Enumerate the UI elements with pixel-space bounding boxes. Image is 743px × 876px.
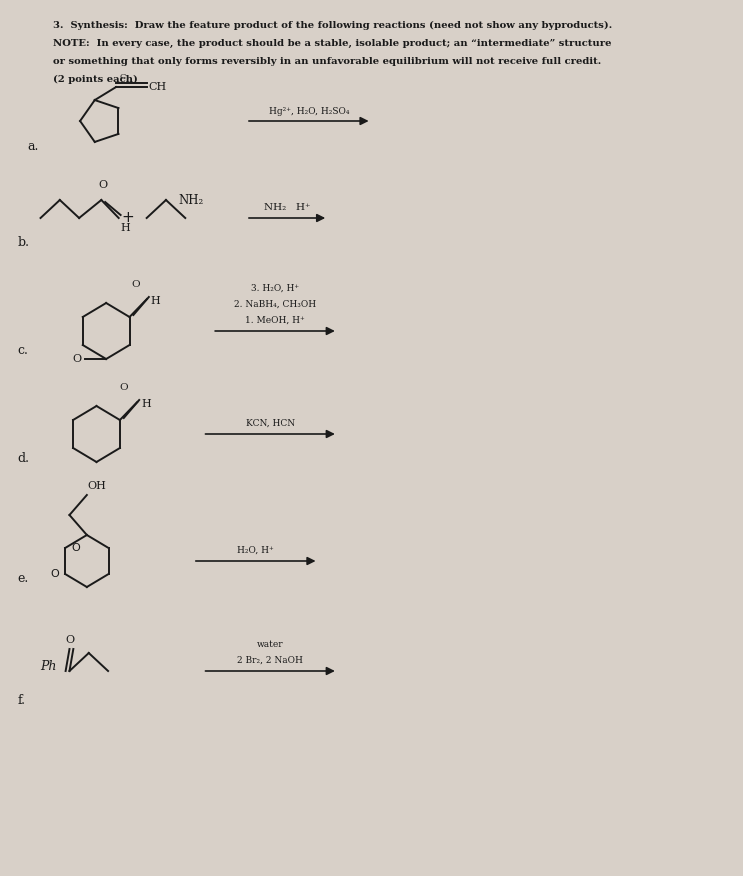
Text: O: O [65, 635, 74, 645]
Text: C: C [120, 73, 126, 81]
Text: OH: OH [88, 481, 107, 491]
Text: (2 points each): (2 points each) [53, 75, 138, 84]
Text: CH: CH [149, 82, 167, 92]
Text: H: H [141, 399, 151, 409]
Text: H: H [120, 223, 130, 233]
Text: d.: d. [17, 453, 30, 465]
Text: 1. MeOH, H⁺: 1. MeOH, H⁺ [245, 316, 305, 325]
Text: NH₂: NH₂ [178, 194, 204, 207]
Text: Hg²⁺, H₂O, H₂SO₄: Hg²⁺, H₂O, H₂SO₄ [268, 107, 349, 116]
Text: O: O [72, 354, 81, 364]
Text: H₂O, H⁺: H₂O, H⁺ [237, 546, 274, 555]
Text: H: H [151, 296, 160, 306]
Text: NH₂   H⁺: NH₂ H⁺ [264, 203, 311, 212]
Text: a.: a. [27, 139, 39, 152]
Text: e.: e. [17, 573, 29, 585]
Text: O: O [51, 569, 59, 579]
Text: O: O [120, 383, 128, 392]
Text: f.: f. [17, 695, 25, 708]
Text: or something that only forms reversibly in an unfavorable equilibrium will not r: or something that only forms reversibly … [53, 57, 601, 66]
Text: b.: b. [17, 237, 30, 250]
Text: Ph: Ph [41, 660, 57, 673]
Text: 2 Br₂, 2 NaOH: 2 Br₂, 2 NaOH [237, 656, 303, 665]
Text: 3. H₂O, H⁺: 3. H₂O, H⁺ [251, 284, 299, 293]
Text: NOTE:  In every case, the product should be a stable, isolable product; an “inte: NOTE: In every case, the product should … [53, 39, 611, 48]
Text: 2. NaBH₄, CH₃OH: 2. NaBH₄, CH₃OH [234, 300, 316, 309]
Text: O: O [131, 280, 140, 289]
Text: O: O [99, 180, 108, 190]
Text: O: O [71, 543, 80, 553]
Text: water: water [257, 640, 284, 649]
Text: 3.  Synthesis:  Draw the feature product of the following reactions (need not sh: 3. Synthesis: Draw the feature product o… [53, 21, 612, 30]
Text: c.: c. [17, 344, 28, 357]
Text: +: + [121, 210, 134, 225]
Text: KCN, HCN: KCN, HCN [246, 419, 295, 428]
